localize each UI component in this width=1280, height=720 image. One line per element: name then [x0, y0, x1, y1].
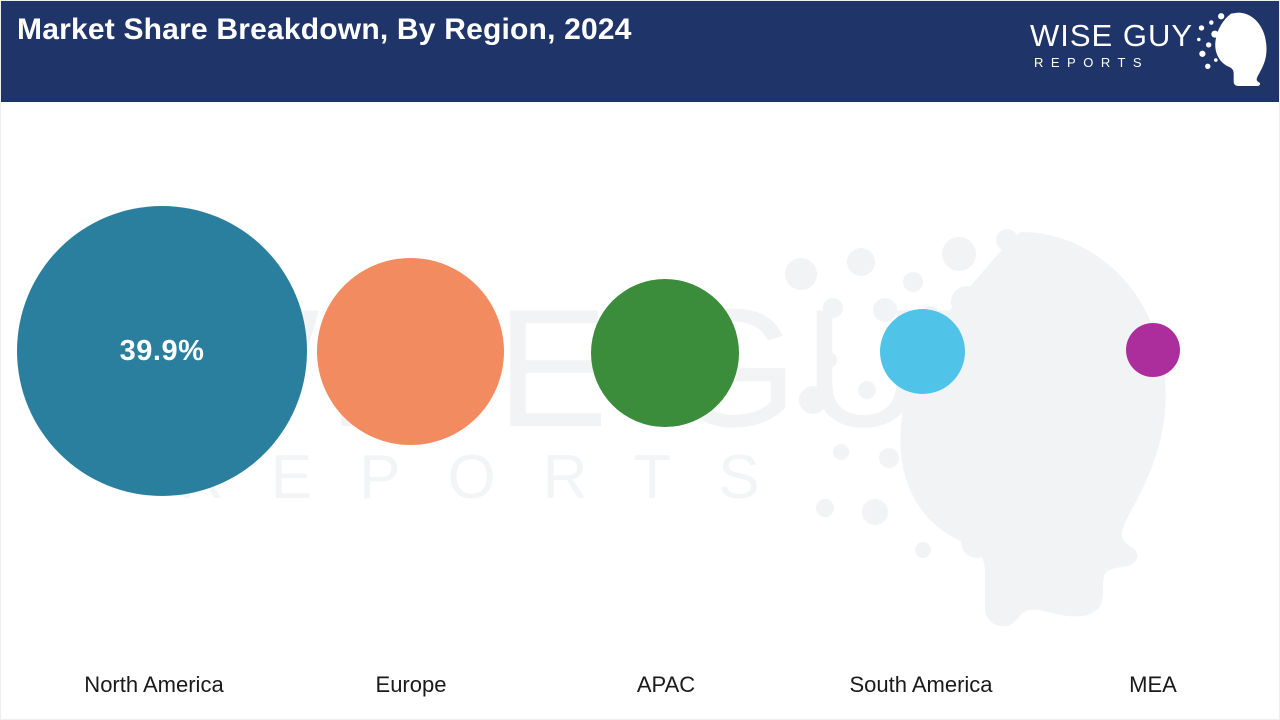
- category-label-mea: MEA: [1129, 672, 1177, 697]
- category-label-south-america: South America: [849, 672, 993, 697]
- page-title: Market Share Breakdown, By Region, 2024: [17, 13, 632, 46]
- chart-header: Market Share Breakdown, By Region, 2024 …: [1, 1, 1279, 102]
- bubble-south-america[interactable]: [880, 309, 965, 394]
- category-label-north-america: North America: [84, 672, 224, 697]
- bubble-apac[interactable]: [591, 279, 739, 427]
- bubble-value-north-america: 39.9%: [119, 334, 205, 367]
- bubble-chart-plot: 39.9%: [1, 102, 1279, 719]
- bubble-europe[interactable]: [317, 258, 504, 445]
- category-label-europe: Europe: [375, 672, 447, 697]
- bubble-mea[interactable]: [1126, 323, 1180, 377]
- bubble-north-america[interactable]: 39.9%: [17, 206, 307, 496]
- logo-main-text: WISE GUY: [1030, 18, 1194, 53]
- brand-logo: WISE GUY REPORTS: [1028, 8, 1268, 88]
- logo-sub-text: REPORTS: [1034, 55, 1150, 70]
- logo-head-profile-dots-icon: [1197, 12, 1267, 86]
- category-label-apac: APAC: [636, 672, 696, 697]
